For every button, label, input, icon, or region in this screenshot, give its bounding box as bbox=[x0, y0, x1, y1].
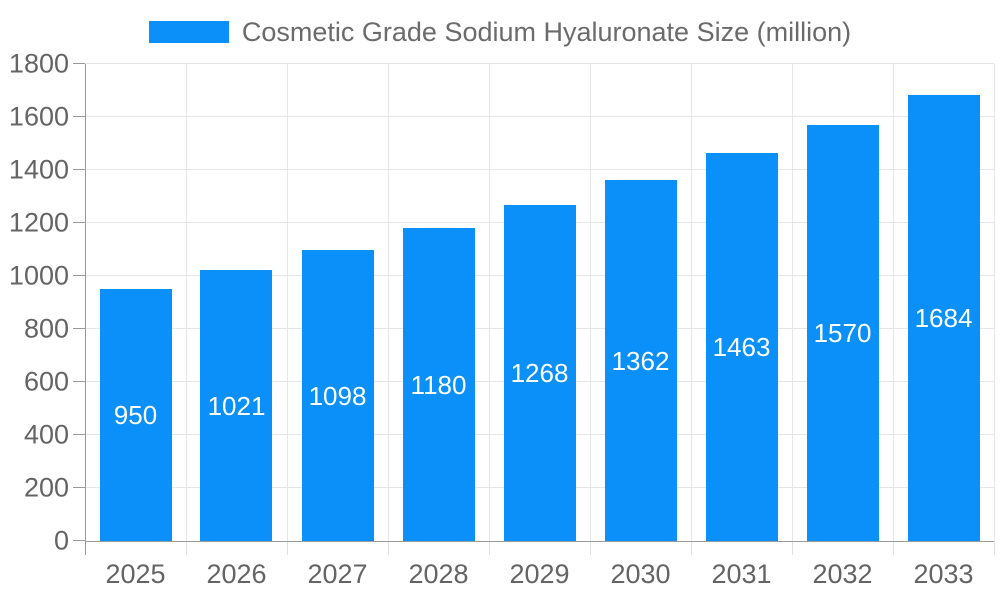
x-axis-tick bbox=[387, 541, 389, 555]
y-axis-tick-label: 600 bbox=[23, 366, 69, 397]
y-axis-tick-label: 1000 bbox=[8, 260, 69, 291]
x-axis-tick-label: 2026 bbox=[206, 559, 267, 589]
gridline-horizontal bbox=[85, 169, 994, 170]
legend-item[interactable]: Cosmetic Grade Sodium Hyaluronate Size (… bbox=[148, 16, 852, 48]
bar-value-label: 1268 bbox=[510, 357, 569, 388]
y-axis-tick bbox=[73, 381, 85, 383]
legend: Cosmetic Grade Sodium Hyaluronate Size (… bbox=[0, 16, 1000, 48]
x-axis-tick-label: 2029 bbox=[509, 559, 570, 589]
y-axis-tick-label: 400 bbox=[23, 419, 69, 450]
y-axis-tick bbox=[73, 434, 85, 435]
x-axis-tick-label: 2032 bbox=[812, 559, 873, 589]
x-axis-tick bbox=[590, 541, 591, 555]
y-axis-tick bbox=[73, 487, 85, 488]
gridline-vertical bbox=[792, 64, 793, 541]
x-axis-tick bbox=[489, 541, 490, 555]
y-axis-tick bbox=[73, 169, 85, 170]
y-axis-tick bbox=[73, 63, 85, 64]
y-axis-line bbox=[85, 64, 86, 541]
gridline-vertical bbox=[489, 64, 490, 541]
y-axis-tick bbox=[73, 540, 85, 541]
bar-2027[interactable]: 1098 bbox=[301, 250, 374, 541]
bar-value-label: 1021 bbox=[207, 390, 266, 421]
x-axis-tick bbox=[792, 541, 793, 555]
gridline-horizontal bbox=[85, 63, 994, 64]
legend-label: Cosmetic Grade Sodium Hyaluronate Size (… bbox=[241, 16, 852, 47]
x-axis-tick bbox=[893, 541, 894, 555]
bar-value-label: 1362 bbox=[611, 345, 670, 376]
bar-value-label: 1098 bbox=[308, 380, 367, 411]
y-axis-tick-label: 0 bbox=[53, 525, 69, 556]
x-axis-line bbox=[85, 541, 994, 542]
legend-swatch bbox=[148, 21, 229, 43]
x-axis-tick-label: 2033 bbox=[913, 559, 974, 589]
x-axis-tick-label: 2028 bbox=[408, 559, 469, 589]
x-axis-tick bbox=[186, 541, 187, 555]
bar-value-label: 1463 bbox=[712, 332, 771, 363]
gridline-vertical bbox=[690, 64, 692, 541]
y-axis-tick bbox=[73, 275, 85, 276]
bar-2028[interactable]: 1180 bbox=[402, 228, 475, 541]
gridline-vertical bbox=[893, 64, 894, 541]
y-axis-tick-label: 800 bbox=[23, 313, 69, 344]
x-axis-tick-label: 2030 bbox=[610, 559, 671, 589]
gridline-horizontal bbox=[85, 116, 994, 117]
plot-area: 0 200 400 600 800 1000 1200 1400 1600 1800 950 2025… bbox=[9, 50, 995, 588]
bar-value-label: 1684 bbox=[914, 302, 973, 333]
x-axis-tick-label: 2031 bbox=[711, 559, 772, 589]
bar-value-label: 1570 bbox=[813, 317, 872, 348]
bar-2029[interactable]: 1268 bbox=[503, 204, 576, 541]
bar-2026[interactable]: 1021 bbox=[200, 270, 273, 541]
y-axis-tick-label: 1200 bbox=[8, 207, 69, 238]
x-axis-tick-label: 2027 bbox=[307, 559, 368, 589]
y-axis-tick bbox=[73, 222, 85, 224]
x-axis-tick bbox=[85, 541, 86, 555]
y-axis-tick bbox=[73, 328, 85, 329]
bar-2033[interactable]: 1684 bbox=[907, 94, 980, 541]
gridline-vertical bbox=[186, 64, 187, 541]
bar-value-label: 1180 bbox=[410, 369, 467, 400]
x-axis-tick bbox=[287, 541, 288, 555]
gridline-vertical bbox=[387, 64, 389, 541]
bar-2031[interactable]: 1463 bbox=[705, 153, 778, 541]
y-axis-tick-label: 1800 bbox=[8, 48, 69, 79]
x-axis-tick bbox=[994, 541, 995, 555]
x-axis-tick bbox=[690, 541, 692, 555]
y-axis-tick bbox=[73, 116, 85, 117]
gridline-vertical bbox=[287, 64, 288, 541]
y-axis-tick-label: 200 bbox=[23, 472, 69, 503]
y-axis-tick-label: 1600 bbox=[8, 101, 69, 132]
gridline-vertical bbox=[590, 64, 591, 541]
x-axis-tick-label: 2025 bbox=[105, 559, 166, 589]
bar-2025[interactable]: 950 bbox=[99, 289, 172, 541]
gridline-vertical bbox=[994, 64, 995, 541]
y-axis-tick-label: 1400 bbox=[8, 154, 69, 185]
bar-2030[interactable]: 1362 bbox=[604, 180, 677, 541]
bar-2032[interactable]: 1570 bbox=[806, 124, 879, 541]
bar-value-label: 950 bbox=[113, 400, 158, 431]
